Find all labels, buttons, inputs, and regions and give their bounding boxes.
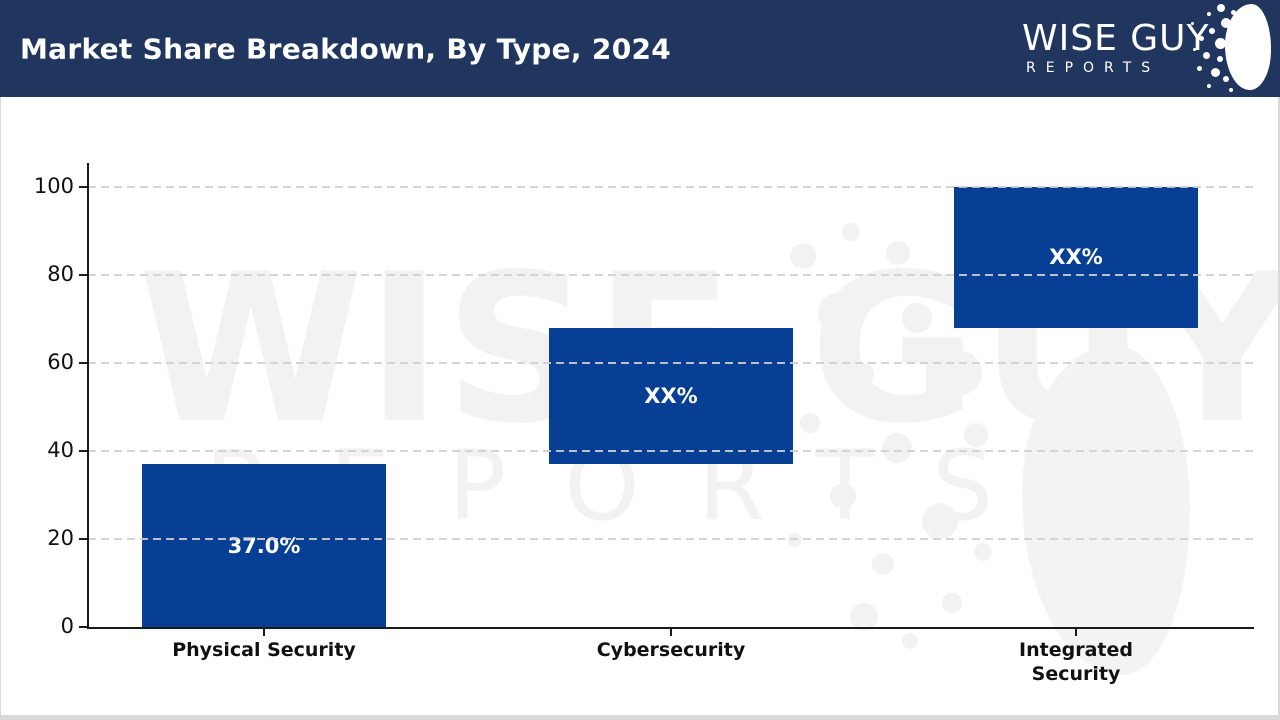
logo-dot bbox=[1199, 36, 1204, 41]
watermark-dot bbox=[964, 423, 988, 447]
logo-dot bbox=[1217, 56, 1223, 62]
logo-dot bbox=[1207, 84, 1211, 88]
logo-dotted-head-icon bbox=[1177, 2, 1272, 95]
watermark-dot bbox=[852, 363, 874, 385]
logo-dot bbox=[1231, 10, 1236, 15]
watermark-dot bbox=[800, 413, 820, 433]
x-axis-category-label: Cybersecurity bbox=[596, 639, 746, 661]
x-axis-tick-mark bbox=[670, 629, 672, 636]
watermark-dot bbox=[974, 543, 992, 561]
y-axis-tick-label: 60 bbox=[47, 350, 74, 374]
gridline-60 bbox=[88, 362, 1253, 364]
logo-dot bbox=[1221, 18, 1231, 28]
bar-physical-security: 37.0% bbox=[142, 464, 386, 627]
watermark-dot bbox=[902, 303, 932, 333]
y-axis-tick-label: 100 bbox=[33, 174, 74, 198]
logo-dot bbox=[1191, 22, 1194, 25]
logo-face-shape bbox=[1225, 4, 1271, 90]
y-axis-tick-label: 40 bbox=[47, 438, 74, 462]
x-axis-line bbox=[87, 627, 1254, 629]
watermark-dot bbox=[788, 533, 802, 547]
bar-integrated-security: XX% bbox=[954, 187, 1198, 328]
logo-dot bbox=[1193, 48, 1196, 51]
gridline-40 bbox=[88, 450, 1253, 452]
watermark-face-shape bbox=[1022, 345, 1190, 675]
logo-dot bbox=[1229, 88, 1233, 92]
watermark-dot bbox=[818, 293, 858, 333]
bar-value-label: 37.0% bbox=[227, 533, 301, 558]
y-axis-tick-mark bbox=[79, 538, 87, 540]
bar-value-label: XX% bbox=[1049, 245, 1103, 270]
watermark-dot bbox=[902, 633, 918, 649]
logo-reports-text: REPORTS bbox=[1026, 60, 1161, 76]
y-axis-tick-label: 0 bbox=[60, 614, 74, 638]
watermark-dot bbox=[842, 223, 860, 241]
chart-title: Market Share Breakdown, By Type, 2024 bbox=[20, 32, 672, 65]
logo-dot bbox=[1207, 12, 1211, 16]
x-axis-category-label: Physical Security bbox=[172, 639, 356, 661]
chart-plot-area: 37.0% XX% XX% 0 20 40 60 80 100 Physical Security… bbox=[0, 97, 1280, 716]
logo-dot bbox=[1217, 4, 1225, 12]
logo-wise-guy-text: WISE GUY bbox=[1022, 18, 1210, 59]
x-axis-category-label: Integrated Security bbox=[1019, 639, 1133, 685]
x-axis-tick-mark bbox=[1075, 629, 1077, 636]
watermark-dot bbox=[882, 433, 912, 463]
y-axis-tick-mark bbox=[79, 450, 87, 452]
bar-value-label: XX% bbox=[644, 383, 698, 408]
watermark-dot bbox=[938, 351, 982, 395]
y-axis-tick-mark bbox=[79, 362, 87, 364]
logo-dot bbox=[1203, 52, 1210, 59]
gridline-100 bbox=[88, 186, 1253, 188]
gridline-20 bbox=[88, 538, 1253, 540]
frame-border-left bbox=[0, 97, 1, 720]
watermark-dot bbox=[942, 593, 962, 613]
x-axis-tick-mark bbox=[263, 629, 265, 636]
y-axis-line bbox=[87, 163, 89, 629]
frame-border-bottom bbox=[0, 715, 1280, 720]
logo-dot bbox=[1209, 28, 1215, 34]
logo-dot bbox=[1211, 68, 1220, 77]
y-axis-tick-mark bbox=[79, 626, 87, 628]
wise-guy-reports-logo: WISE GUY REPORTS bbox=[1022, 0, 1272, 97]
bar-cybersecurity: XX% bbox=[549, 327, 793, 465]
watermark-dot bbox=[850, 603, 878, 631]
watermark-dot bbox=[790, 243, 816, 269]
header-bar: Market Share Breakdown, By Type, 2024 WI… bbox=[0, 0, 1280, 97]
y-axis-tick-label: 80 bbox=[47, 262, 74, 286]
frame-border-right bbox=[1278, 97, 1280, 720]
watermark-dot bbox=[886, 241, 910, 265]
logo-dot bbox=[1215, 38, 1226, 49]
y-axis-tick-label: 20 bbox=[47, 526, 74, 550]
watermark-dot bbox=[872, 553, 894, 575]
watermark-dot bbox=[830, 483, 856, 509]
gridline-80 bbox=[88, 274, 1253, 276]
y-axis-tick-mark bbox=[79, 186, 87, 188]
watermark-dot bbox=[922, 503, 958, 539]
y-axis-tick-mark bbox=[79, 274, 87, 276]
logo-dot bbox=[1223, 76, 1229, 82]
logo-dot bbox=[1197, 66, 1202, 71]
